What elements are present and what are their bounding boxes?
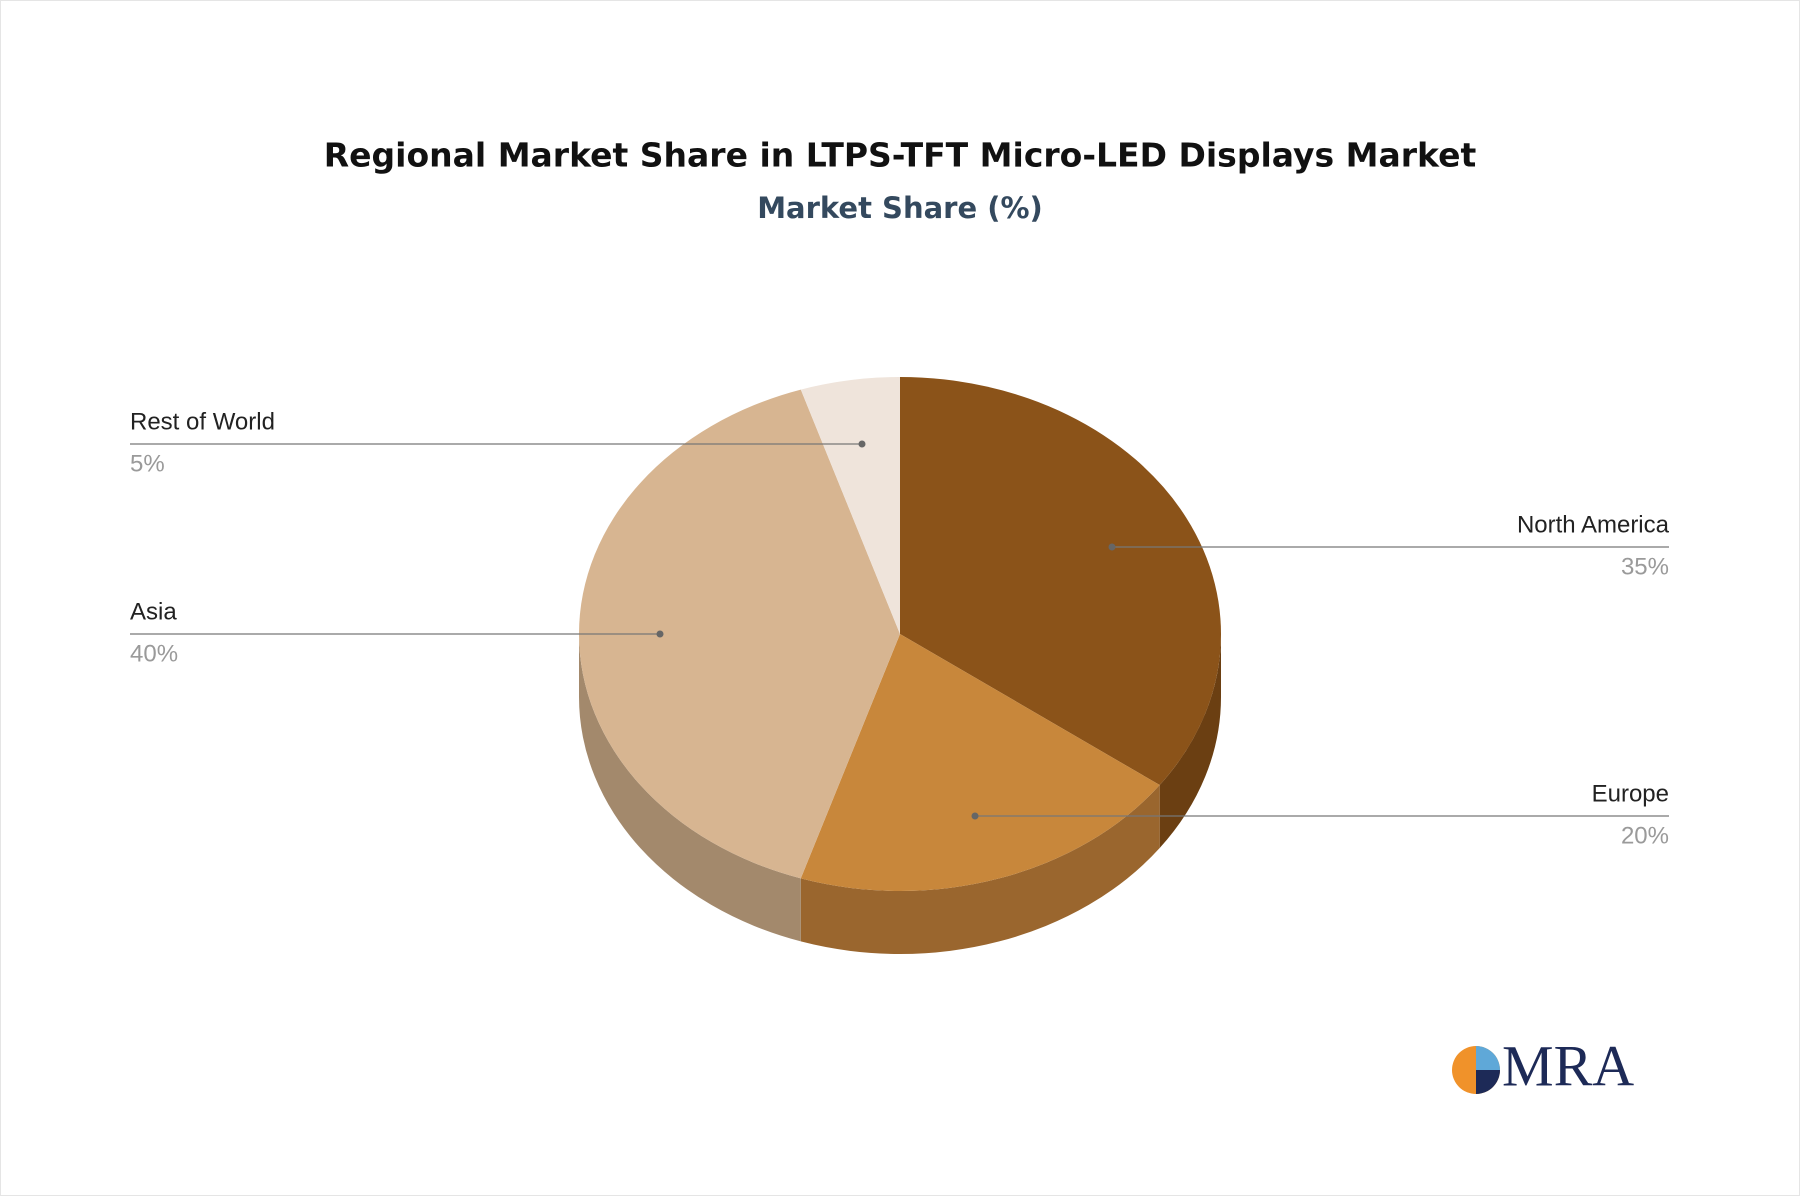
leader-dot (1108, 543, 1116, 551)
leader-dot (656, 630, 664, 638)
pie-side (1159, 634, 1221, 849)
slice-value: 5% (130, 450, 165, 477)
slice-label: North America (1517, 511, 1670, 538)
pie-slice (900, 377, 1221, 786)
chart-title: Regional Market Share in LTPS-TFT Micro-… (324, 136, 1477, 175)
pie-slice (578, 389, 900, 879)
logo-icon-part (1476, 1070, 1500, 1094)
leader-dot (858, 440, 866, 448)
logo: MRA (1452, 1033, 1634, 1098)
slice-label: Rest of World (130, 408, 275, 435)
logo-icon-part (1476, 1046, 1500, 1070)
leader-dot (971, 812, 979, 820)
slice-label: Europe (1592, 780, 1669, 807)
pie-slice (800, 377, 900, 634)
pie-side (800, 785, 1160, 954)
slice-value: 40% (130, 640, 178, 667)
slice-value: 20% (1621, 822, 1669, 849)
logo-text: MRA (1502, 1033, 1634, 1098)
slice-value: 35% (1621, 553, 1669, 580)
pie-side (579, 634, 801, 942)
slice-label: Asia (130, 598, 177, 625)
pie-slice (800, 634, 1160, 891)
chart-subtitle: Market Share (%) (757, 191, 1043, 225)
